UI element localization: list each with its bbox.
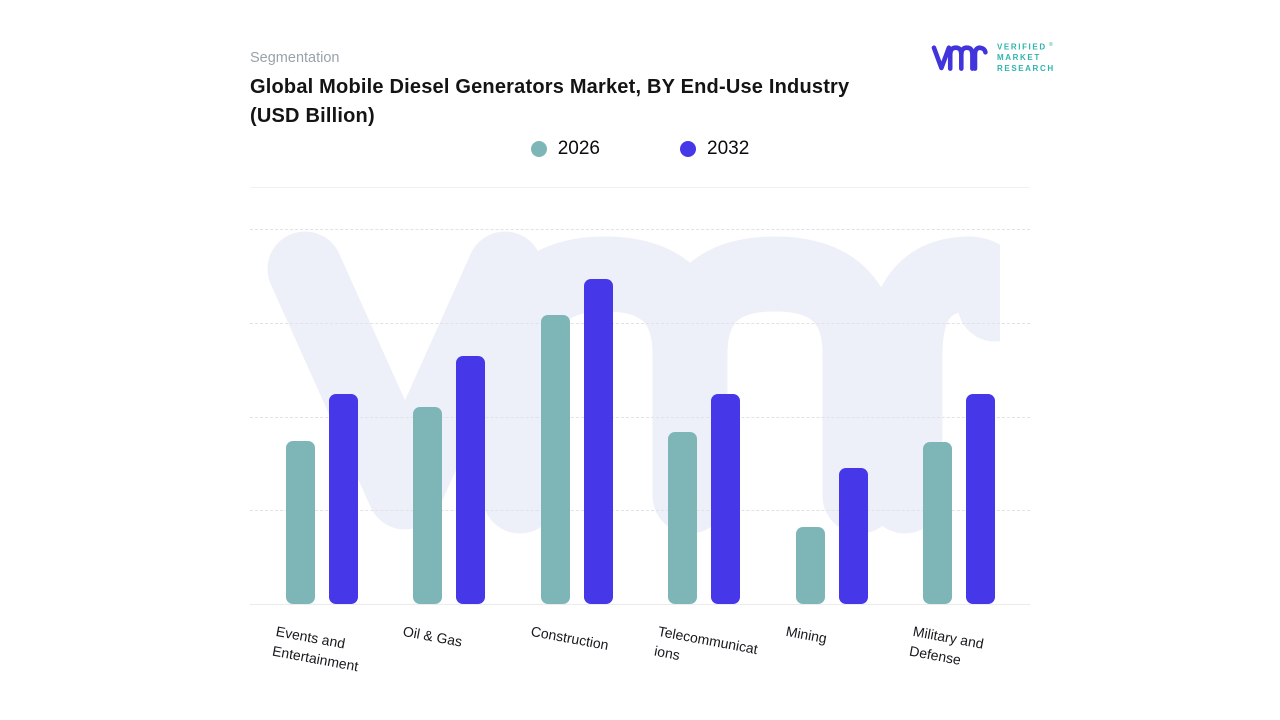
x-axis-label-events-and-entertainment: Events and Entertainment <box>271 621 406 684</box>
legend-dot-icon <box>680 141 696 157</box>
bar-2032-military-and-defense <box>966 394 995 604</box>
vmr-logo-icon <box>931 45 988 71</box>
x-axis-label-line: Construction <box>529 622 610 654</box>
brand-line: VERIFIED ® <box>997 42 1053 52</box>
x-axis-label-oil-gas: Oil & Gas <box>402 621 533 664</box>
gridline <box>250 322 1030 324</box>
x-axis-label-telecommunications: Telecommunicat ions <box>653 621 788 684</box>
legend-label: 2032 <box>707 138 750 159</box>
x-axis-label-line: Mining <box>784 622 828 647</box>
gridline <box>250 416 1030 418</box>
bar-2026-events-and-entertainment <box>286 441 315 604</box>
eyebrow-label: Segmentation <box>250 50 340 66</box>
bar-2026-telecommunications <box>668 432 698 604</box>
plot-area <box>250 187 1030 605</box>
bar-2032-construction <box>583 279 613 604</box>
gridline <box>250 510 1030 512</box>
bar-2032-telecommunications <box>711 394 741 604</box>
chart-legend: 2026 2032 <box>250 136 1030 162</box>
brand-line: MARKET <box>997 53 1041 63</box>
bar-2032-oil-gas <box>456 356 486 604</box>
brand-wordmark: VERIFIED ® MARKET RESEARCH <box>997 40 1055 74</box>
legend-item-2032[interactable]: 2032 <box>680 138 749 160</box>
x-axis-label-military-and-defense: Military and Defense <box>908 621 1043 684</box>
x-axis-label-mining: Mining <box>784 621 915 664</box>
legend-label: 2026 <box>557 138 600 159</box>
x-axis-label-line: Oil & Gas <box>402 622 464 650</box>
x-axis-labels: Events and Entertainment Oil & Gas Construc… <box>250 621 1050 716</box>
registered-mark: ® <box>1048 42 1053 48</box>
brand-line: RESEARCH <box>997 63 1055 73</box>
bar-2026-oil-gas <box>413 407 443 604</box>
bar-2032-events-and-entertainment <box>329 394 358 604</box>
gridline <box>250 229 1030 230</box>
brand-logo: VERIFIED ® MARKET RESEARCH <box>930 40 1055 74</box>
legend-item-2026[interactable]: 2026 <box>530 138 600 160</box>
bar-2032-mining <box>838 468 868 604</box>
bar-2026-construction <box>540 315 570 604</box>
x-axis-label-construction: Construction <box>529 621 660 664</box>
legend-dot-icon <box>530 141 547 157</box>
vmr-watermark-icon <box>267 231 1000 534</box>
chart-title: Global Mobile Diesel Generators Market, … <box>250 76 850 127</box>
bar-2026-military-and-defense <box>923 442 952 604</box>
bar-2026-mining <box>795 527 825 604</box>
